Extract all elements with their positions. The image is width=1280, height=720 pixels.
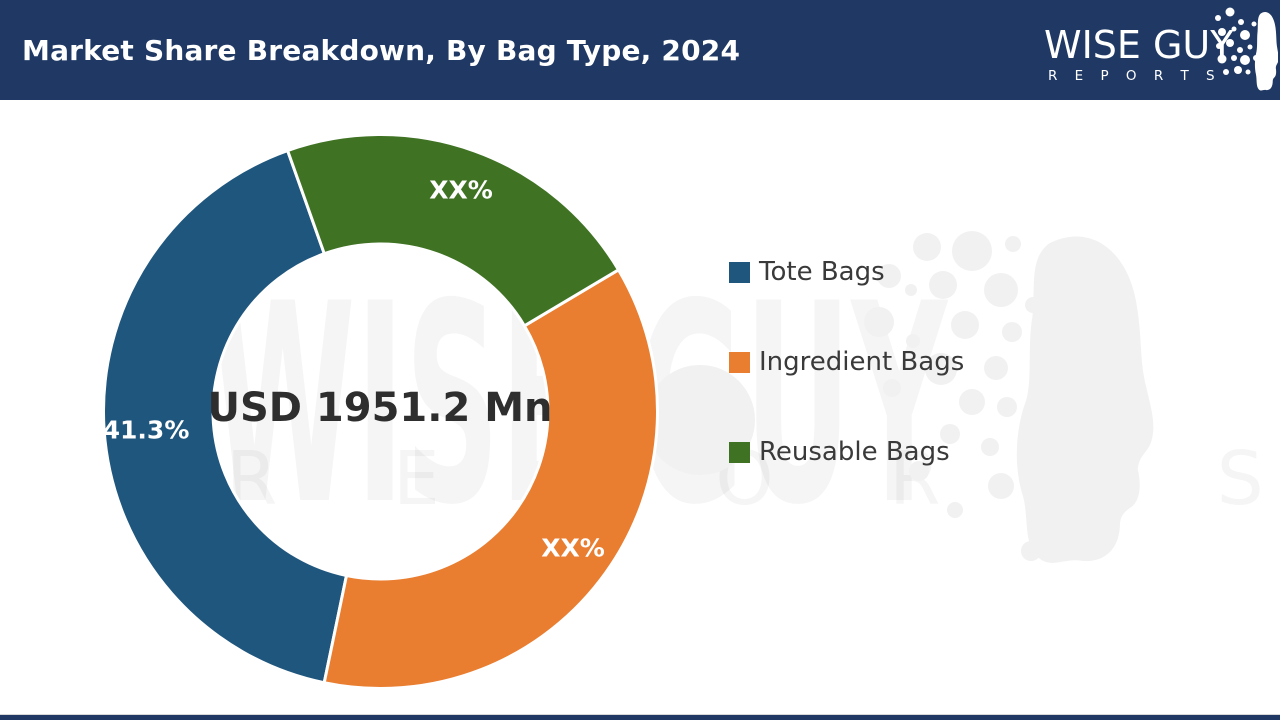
legend-swatch-reusable-bags <box>729 441 750 463</box>
legend-swatch-tote-bags <box>729 261 750 283</box>
logo-dots <box>1215 7 1259 75</box>
page-title: Market Share Breakdown, By Bag Type, 202… <box>22 33 741 67</box>
slice-label-ingredient-bags: XX% <box>541 533 605 563</box>
wedge-tote-bags <box>102 149 348 685</box>
legend-label-ingredient-bags: Ingredient Bags <box>759 347 965 377</box>
chart-legend: Tote Bags Ingredient Bags Reusable Bags <box>729 258 964 466</box>
legend-item-ingredient-bags: Ingredient Bags <box>729 348 964 376</box>
logo-head-icon <box>1254 12 1278 91</box>
slice-label-tote-bags: 41.3% <box>102 415 190 445</box>
slice-label-reusable-bags: XX% <box>429 175 493 205</box>
logo-text-line2: R E P O R T S <box>1048 68 1221 84</box>
legend-item-reusable-bags: Reusable Bags <box>729 438 964 466</box>
wise-guy-reports-logo: WISE GUY R E P O R T S <box>1044 7 1278 91</box>
footer-bar <box>0 714 1280 720</box>
legend-item-tote-bags: Tote Bags <box>729 258 964 286</box>
legend-label-reusable-bags: Reusable Bags <box>759 437 950 467</box>
legend-swatch-ingredient-bags <box>729 351 750 373</box>
legend-label-tote-bags: Tote Bags <box>759 257 885 287</box>
header-bar: Market Share Breakdown, By Bag Type, 202… <box>0 0 1280 100</box>
wedge-ingredient-bags <box>322 268 659 690</box>
logo-text-line1: WISE GUY <box>1044 23 1234 67</box>
donut-center-value: USD 1951.2 Mn <box>207 385 553 431</box>
wedge-reusable-bags <box>286 133 621 328</box>
